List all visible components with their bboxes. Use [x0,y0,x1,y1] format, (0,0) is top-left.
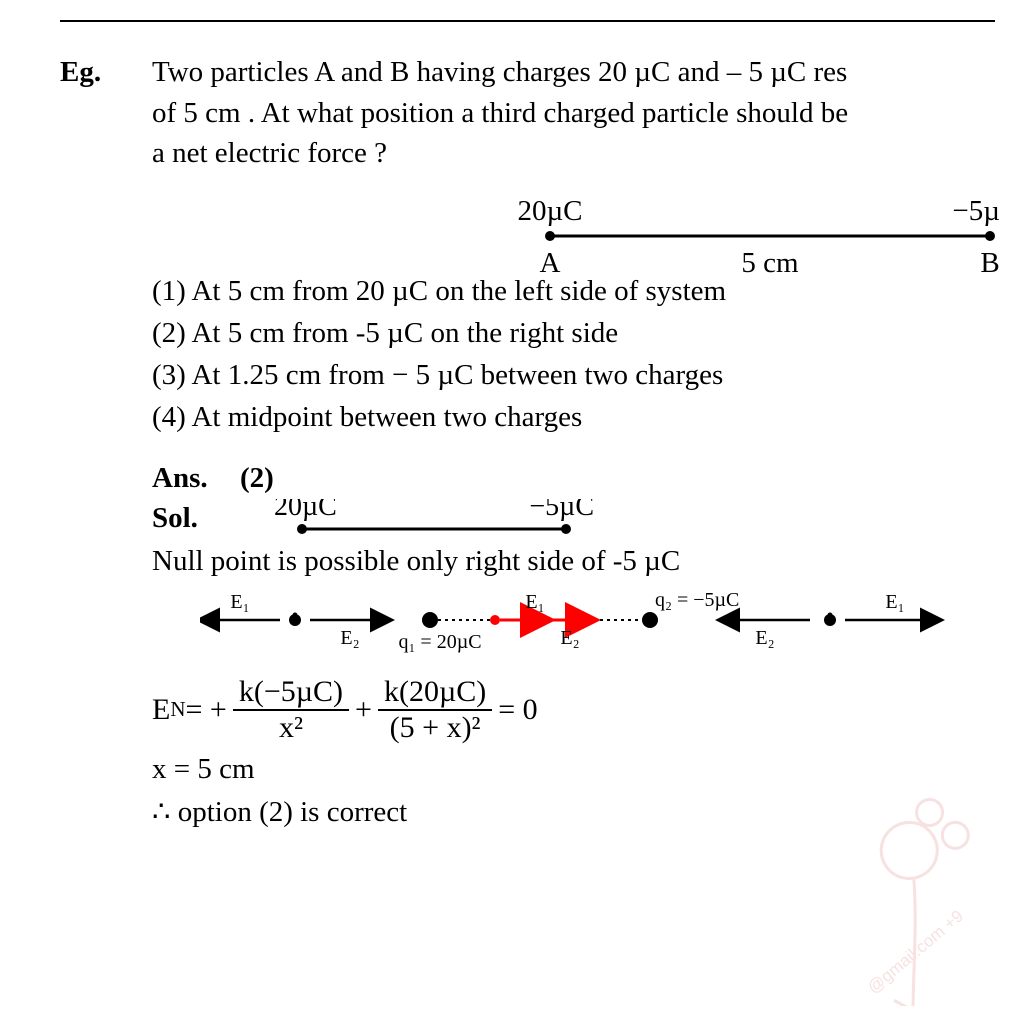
answer-label: Ans. [152,462,240,495]
eq-equals-zero: = 0 [498,693,537,727]
solution-row: Sol. 20µC −5µC [152,499,1004,539]
null-point-line: Null point is possible only right side o… [152,545,1004,578]
q1-label: q₁ = 20µC [398,631,481,653]
question-body: Two particles A and B having charges 20 … [152,52,1004,174]
label-b: B [980,247,999,279]
mid-e1-label: E₁ [525,591,544,613]
field-arrows-diagram: E₁ E₂ q₁ = 20µC E₁ E₂ q₂ = −5µC E₂ E₁ [200,590,960,660]
sol-right-charge: −5µC [529,499,594,522]
q2-label: q₂ = −5µC [655,590,739,611]
question-line-2: of 5 cm . At what position a third charg… [152,93,1004,134]
option-3: (3) At 1.25 cm from − 5 µC between two c… [152,354,1004,396]
svg-text:@gmail.com +9: @gmail.com +9 [864,906,967,997]
example-label: Eg. [60,52,152,93]
frac2-den: (5 + x)² [384,711,487,745]
fraction-1: k(−5µC) x² [233,675,349,745]
mid-red-dot [490,615,500,625]
question-line-1: Two particles A and B having charges 20 … [152,52,1004,93]
x-value-line: x = 5 cm [152,753,1004,786]
conclusion-line: ∴ option (2) is correct [152,794,1004,829]
solution-label: Sol. [152,502,240,535]
distance-label: 5 cm [741,247,799,279]
sol-left-charge: 20µC [274,499,337,522]
question-row: Eg. Two particles A and B having charges… [60,52,1004,174]
eq-lhs-sub: N [170,697,185,722]
label-a: A [540,247,561,279]
top-rule [60,20,995,22]
option-2: (2) At 5 cm from -5 µC on the right side [152,312,1004,354]
frac1-den: x² [273,711,309,745]
right-e2-label: E₂ [755,627,774,649]
fraction-2: k(20µC) (5 + x)² [378,675,492,745]
answer-value: (2) [240,462,274,495]
mid-e2-label: E₂ [560,627,579,649]
equation: EN = + k(−5µC) x² + k(20µC) (5 + x)² = 0 [152,675,1004,745]
eq-equals-plus: = + [186,693,227,727]
charge-b-label: −5µ [952,198,1000,227]
frac2-num: k(20µC) [378,675,492,711]
answer-row: Ans. (2) [152,462,1004,495]
q1-dot [422,612,438,628]
eq-lhs: E [152,693,170,727]
solution-mini-diagram: 20µC −5µC [244,499,624,539]
left-e1-label: E₁ [230,591,249,613]
left-e2-label: E₂ [340,627,359,649]
question-diagram: 20µC −5µ A 5 cm B [500,198,1010,288]
eq-plus: + [355,693,372,727]
page: Eg. Two particles A and B having charges… [0,0,1024,1016]
right-e1-label: E₁ [885,591,904,613]
charge-a-label: 20µC [517,198,582,227]
q2-dot [642,612,658,628]
frac1-num: k(−5µC) [233,675,349,711]
option-4: (4) At midpoint between two charges [152,396,1004,438]
question-line-3: a net electric force ? [152,133,1004,174]
